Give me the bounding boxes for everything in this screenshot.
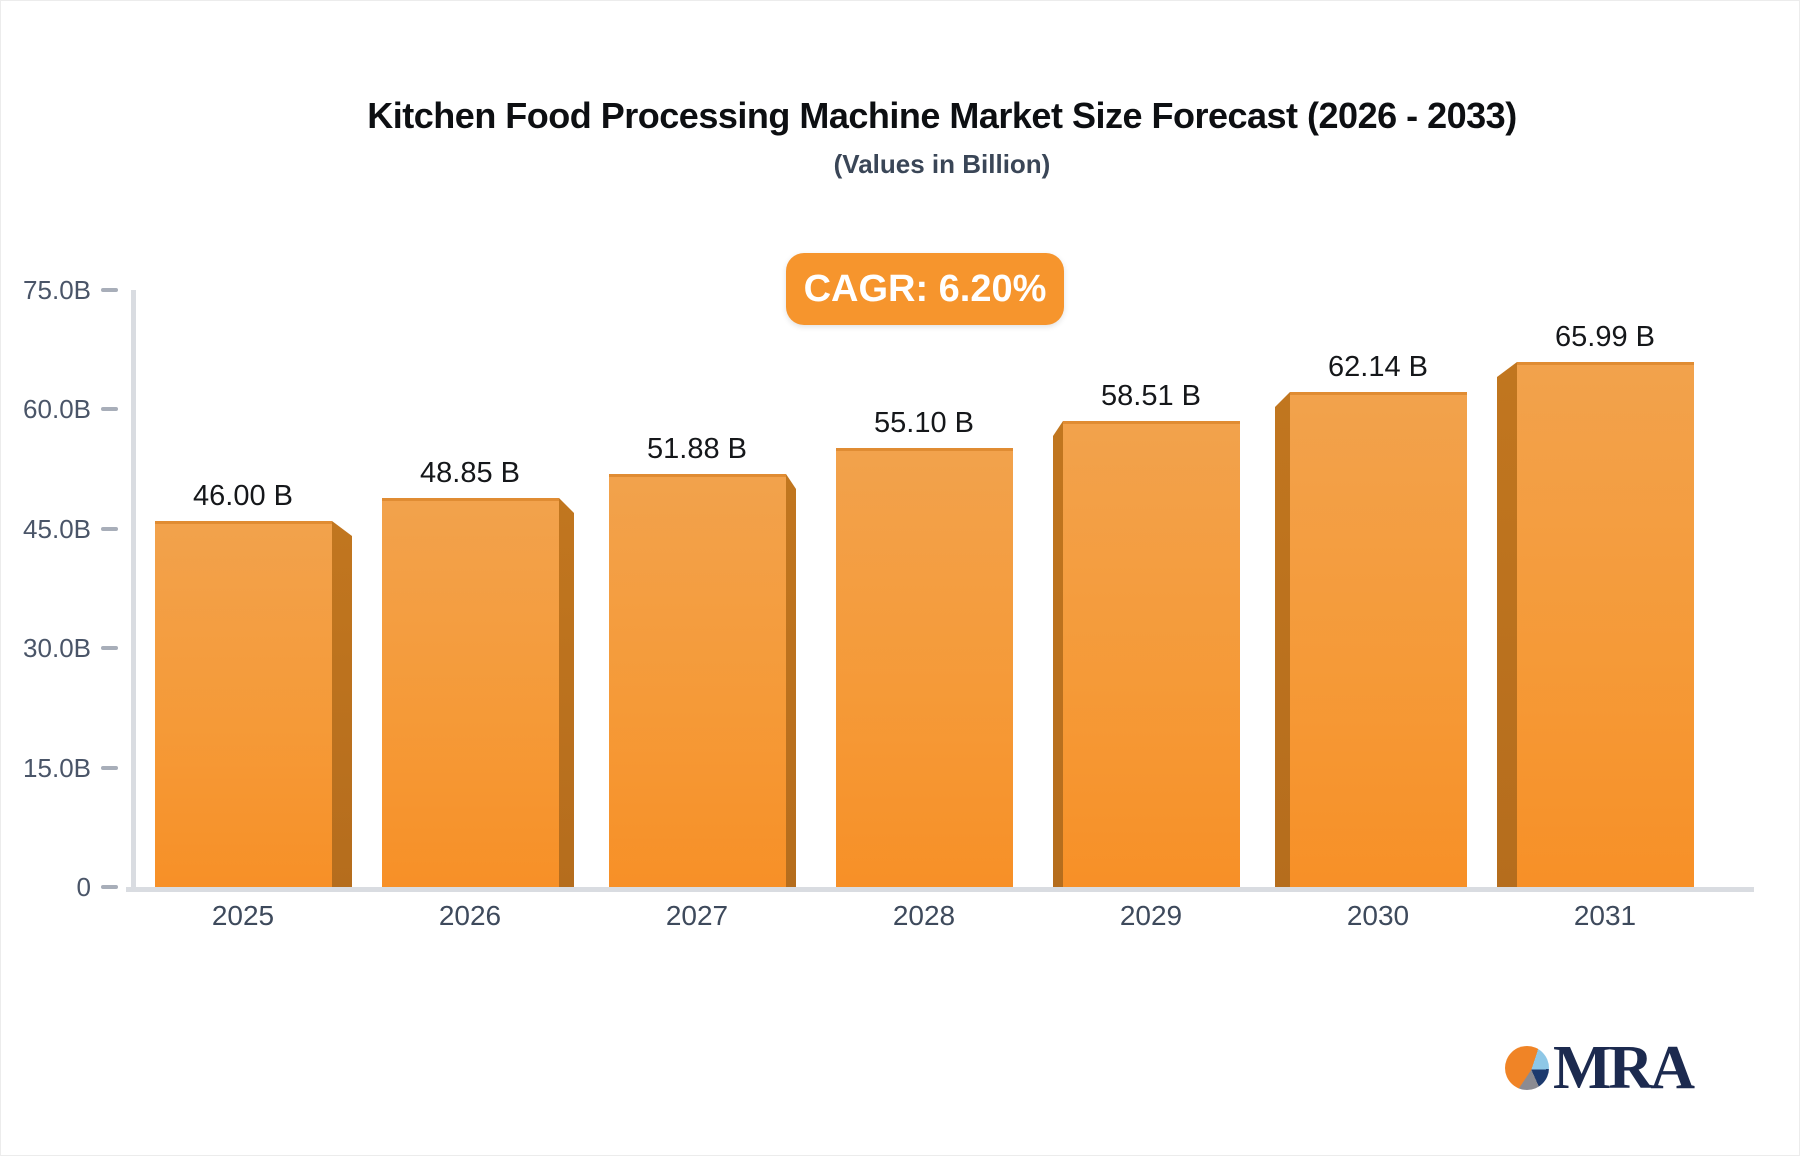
y-axis-tick-label: 30.0B <box>23 633 91 664</box>
x-axis-label-2028: 2028 <box>892 900 956 931</box>
x-axis-label-2027: 2027 <box>665 900 729 931</box>
bar-value-label: 46.00 B <box>193 480 293 512</box>
chart-subtitle: (Values in Billion) <box>833 149 1051 179</box>
bar-2029 <box>1063 421 1240 887</box>
y-axis-tick-label: 0 <box>76 872 91 902</box>
bar-side-3d <box>1053 421 1063 887</box>
y-axis-tick-mark <box>101 526 118 531</box>
logo-text: MRA <box>1553 1034 1695 1102</box>
y-axis-tick-label: 60.0B <box>23 394 91 425</box>
bar-value-label: 62.14 B <box>1328 351 1428 383</box>
bar-2026 <box>382 498 559 887</box>
bar-2027 <box>609 474 786 887</box>
y-axis-tick-mark <box>101 407 118 412</box>
bar-2031 <box>1517 362 1694 887</box>
x-axis-label-2030: 2030 <box>1346 900 1410 931</box>
y-axis-tick-mark <box>101 765 118 770</box>
bar-value-label: 51.88 B <box>647 433 747 465</box>
bar-side-3d <box>1497 362 1517 887</box>
y-axis-tick-label: 15.0B <box>23 752 91 783</box>
cagr-badge: CAGR: 6.20% <box>786 253 1064 325</box>
x-axis-label-2031: 2031 <box>1573 900 1637 931</box>
bar-2028 <box>836 448 1013 887</box>
x-axis-label-2025: 2025 <box>211 900 275 931</box>
y-axis-tick-mark <box>101 646 118 651</box>
bar-2030 <box>1290 392 1467 887</box>
x-axis-label-2029: 2029 <box>1119 900 1183 931</box>
x-axis-label-2026: 2026 <box>438 900 502 931</box>
bar-side-3d <box>559 498 574 887</box>
bar-2025 <box>155 521 332 887</box>
pie-chart-logo-icon <box>1505 1046 1549 1090</box>
bar-value-label: 48.85 B <box>420 457 520 489</box>
chart-title: Kitchen Food Processing Machine Market S… <box>367 95 1517 136</box>
y-axis-line <box>131 290 136 890</box>
bar-value-label: 55.10 B <box>874 407 974 439</box>
y-axis-tick-label: 75.0B <box>23 275 91 305</box>
bar-side-3d <box>786 474 796 887</box>
bar-side-3d <box>332 521 352 887</box>
bar-side-3d <box>1275 392 1290 887</box>
y-axis-tick-mark <box>101 885 118 889</box>
y-axis-tick-label: 45.0B <box>23 513 91 544</box>
bar-value-label: 58.51 B <box>1101 380 1201 412</box>
x-axis-line <box>126 887 1754 892</box>
mra-logo: MRA <box>1505 1034 1695 1102</box>
y-axis-tick-mark <box>101 288 118 292</box>
bar-value-label: 65.99 B <box>1555 321 1655 353</box>
